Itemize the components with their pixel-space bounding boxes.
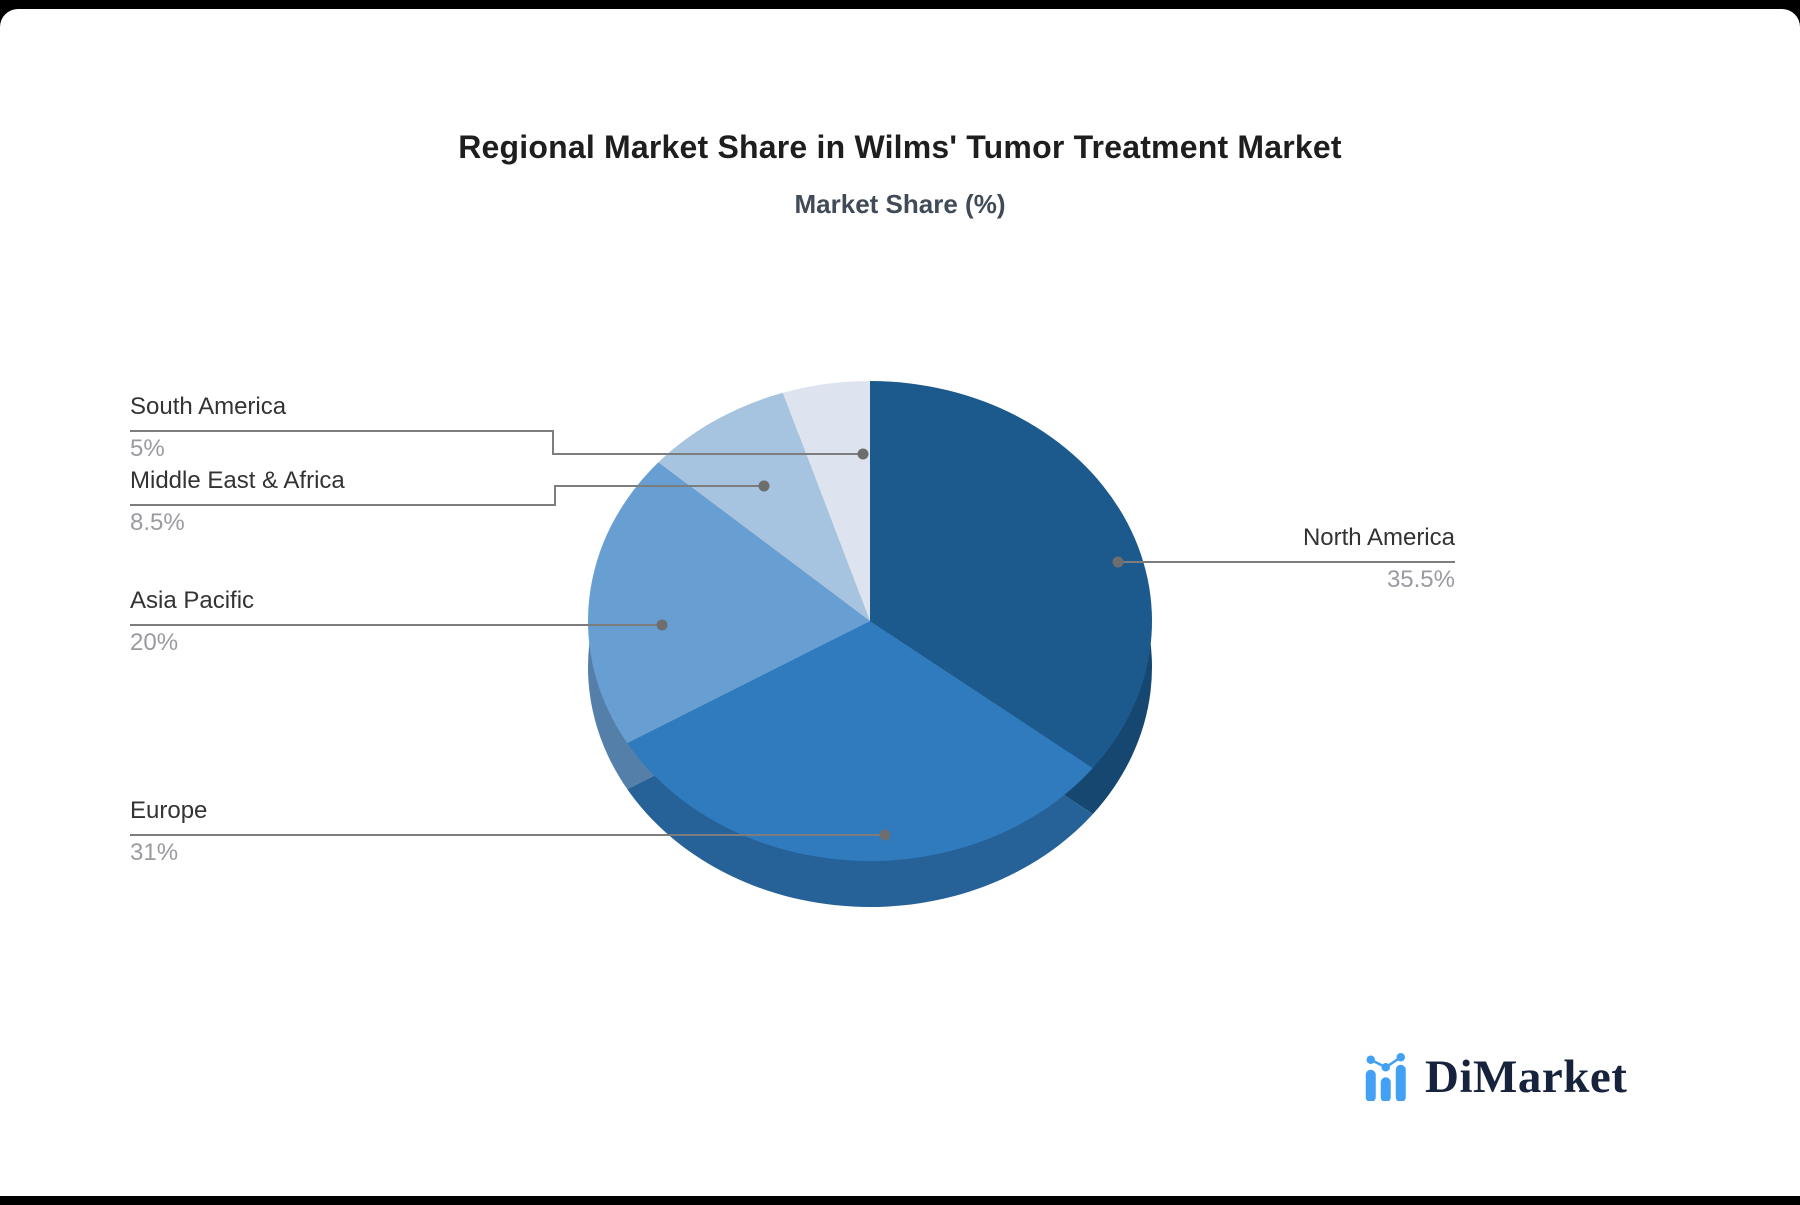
chart-subtitle: Market Share (%) [794,189,1006,219]
value-asia-pacific: 20% [130,629,179,656]
leader-dot-europe [879,829,891,841]
leader-lines-layer [130,430,1455,841]
value-europe: 31% [130,839,179,866]
value-south-america: 5% [130,435,165,462]
label-south-america: South America [130,393,287,420]
pie-slice-europe[interactable] [627,621,1093,861]
logo-text: DiMarket [1425,1051,1628,1103]
pie-slice-middle-east-and-africa[interactable] [658,392,870,621]
chart-page: Regional Market Share in Wilms' Tumor Tr… [0,9,1800,1196]
label-middle-east-africa: Middle East & Africa [130,467,345,494]
logo-dot [1381,1063,1390,1072]
leader-dot-middle-east-and-africa [758,480,770,492]
leader-dot-asia-pacific [656,619,668,631]
logo-bar [1365,1069,1376,1101]
leader-dot-north-america [1112,556,1124,568]
logo-dot [1396,1053,1405,1062]
leader-line-south-america [130,430,863,455]
pie-top-layer [588,381,1152,861]
chart-title: Regional Market Share in Wilms' Tumor Tr… [458,129,1342,165]
pie-slice-south-america[interactable] [782,381,870,621]
logo-dot [1366,1055,1375,1064]
pie-slice-asia-pacific[interactable] [588,462,870,744]
label-north-america: North America [1302,524,1455,551]
pie-chart-svg [130,381,1455,907]
value-middle-east-africa: 8.5% [130,509,185,536]
label-europe: Europe [130,797,208,824]
value-north-america: 35.5% [1386,566,1455,593]
pie-slice-north-america[interactable] [870,381,1152,769]
logo-bar [1380,1077,1391,1101]
leader-dot-south-america [857,448,869,460]
logo-bar [1395,1064,1406,1101]
bar-line-chart-icon [1365,1053,1406,1101]
dimarket-logo: DiMarket [1362,1045,1627,1101]
label-asia-pacific: Asia Pacific [130,587,255,614]
leader-line-middle-east-and-africa [130,485,764,506]
